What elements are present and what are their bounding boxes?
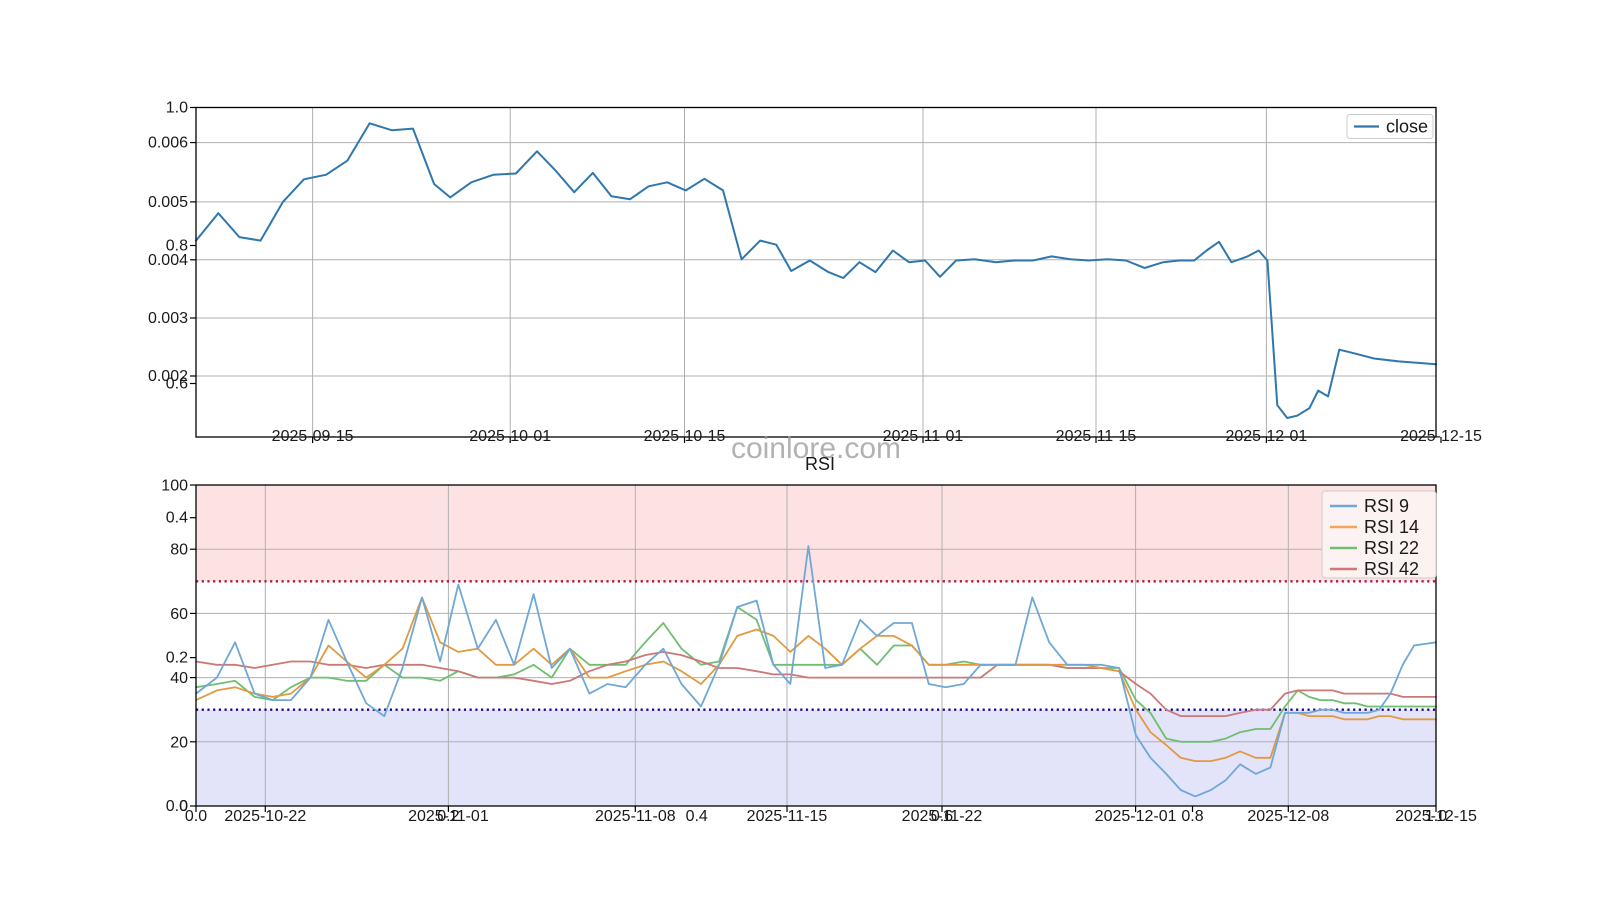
svg-text:0.4: 0.4: [686, 808, 708, 825]
svg-text:0.2: 0.2: [437, 808, 459, 825]
svg-text:40: 40: [170, 670, 188, 687]
svg-text:RSI 42: RSI 42: [1364, 559, 1419, 579]
svg-text:100: 100: [161, 478, 188, 495]
svg-text:20: 20: [170, 734, 188, 751]
svg-text:1.0: 1.0: [166, 100, 188, 117]
svg-text:0.8: 0.8: [166, 238, 188, 255]
svg-text:2025-09-15: 2025-09-15: [272, 428, 354, 445]
svg-text:2025-10-15: 2025-10-15: [644, 428, 726, 445]
svg-text:RSI 22: RSI 22: [1364, 538, 1419, 558]
svg-text:2025-11-15: 2025-11-15: [747, 808, 828, 825]
svg-text:0.8: 0.8: [1181, 808, 1203, 825]
svg-text:2025-10-01: 2025-10-01: [469, 428, 551, 445]
svg-text:0.006: 0.006: [148, 135, 188, 152]
svg-text:2025-11-15: 2025-11-15: [1056, 428, 1137, 445]
svg-text:0.003: 0.003: [148, 310, 188, 327]
svg-text:0.6: 0.6: [931, 808, 953, 825]
svg-text:2025-12-01: 2025-12-01: [1095, 808, 1177, 825]
svg-text:0.6: 0.6: [166, 376, 188, 393]
svg-text:close: close: [1386, 117, 1428, 137]
svg-text:2025-11-08: 2025-11-08: [595, 808, 676, 825]
svg-text:0.2: 0.2: [166, 650, 188, 667]
svg-text:2025-12-08: 2025-12-08: [1247, 808, 1329, 825]
svg-text:0.4: 0.4: [166, 510, 188, 527]
svg-text:2025-12-15: 2025-12-15: [1400, 428, 1482, 445]
svg-text:2025-10-22: 2025-10-22: [224, 808, 306, 825]
svg-text:2025-12-01: 2025-12-01: [1225, 428, 1307, 445]
svg-text:80: 80: [170, 542, 188, 559]
svg-text:RSI: RSI: [805, 454, 835, 474]
svg-text:1.0: 1.0: [1425, 808, 1447, 825]
svg-text:60: 60: [170, 606, 188, 623]
svg-text:RSI 14: RSI 14: [1364, 517, 1419, 537]
svg-text:0.0: 0.0: [185, 808, 207, 825]
svg-text:0.005: 0.005: [148, 194, 188, 211]
svg-text:RSI 9: RSI 9: [1364, 496, 1409, 516]
